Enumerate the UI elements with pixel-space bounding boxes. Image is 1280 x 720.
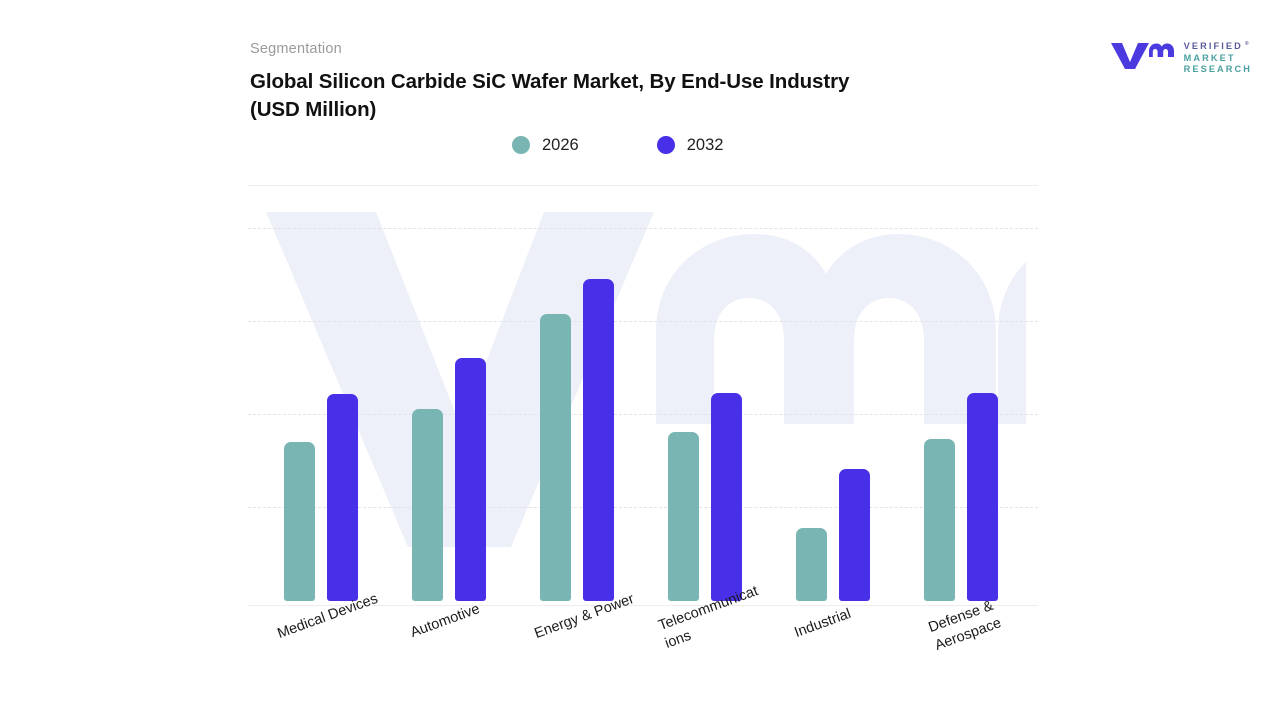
x-axis-baseline [248, 605, 1038, 606]
bar-2026-industrial[interactable] [796, 528, 827, 601]
circle-marker-icon [656, 136, 675, 154]
logo-line-verified: VERIFIED ® [1183, 41, 1249, 51]
logo-line-research: RESEARCH [1183, 64, 1252, 74]
chart-header: Segmentation Global Silicon Carbide SiC … [250, 40, 1040, 180]
legend-label: 2026 [542, 136, 579, 154]
x-axis-label-automotive: Automotive [408, 601, 482, 641]
logo-wordmark: VERIFIED ® MARKET RESEARCH [1184, 40, 1252, 76]
legend-item-2032[interactable]: 2032 [656, 136, 724, 154]
gridline [248, 414, 1038, 415]
verified-market-research-logo: VERIFIED ® MARKET RESEARCH [1109, 40, 1252, 76]
legend-item-2026[interactable]: 2026 [512, 136, 579, 154]
bar-2026-telecommunications[interactable] [668, 432, 699, 601]
bar-2032-energy-and-power[interactable] [583, 279, 614, 601]
bar-2032-automotive[interactable] [455, 358, 486, 601]
bar-2026-automotive[interactable] [412, 409, 443, 601]
bar-2032-industrial[interactable] [839, 469, 870, 601]
gridline [248, 507, 1038, 508]
bar-2026-defense-and-aerospace[interactable] [924, 439, 955, 601]
chart-legend: 2026 2032 [512, 136, 723, 154]
bar-2032-medical-devices[interactable] [327, 394, 358, 601]
bar-2032-telecommunications[interactable] [711, 393, 742, 601]
registered-mark-icon: ® [1244, 41, 1249, 47]
bar-2026-energy-and-power[interactable] [540, 314, 571, 601]
plot-area [248, 186, 1038, 606]
segmentation-eyebrow: Segmentation [250, 41, 342, 57]
x-axis-labels: Medical Devices Automotive Energy & Powe… [248, 583, 1038, 708]
vmr-logomark-icon [1109, 40, 1175, 75]
bar-2032-defense-and-aerospace[interactable] [967, 393, 998, 601]
page-title: Global Silicon Carbide SiC Wafer Market,… [250, 70, 850, 121]
gridline [248, 321, 1038, 322]
gridline [248, 228, 1038, 229]
logo-line-market: MARKET [1183, 52, 1236, 63]
x-axis-label-industrial: Industrial [792, 605, 854, 641]
bars-layer [248, 186, 1038, 606]
legend-label: 2032 [686, 136, 724, 154]
circle-marker-icon [512, 136, 530, 154]
header-divider [248, 185, 1038, 186]
bar-2026-medical-devices[interactable] [284, 442, 315, 601]
